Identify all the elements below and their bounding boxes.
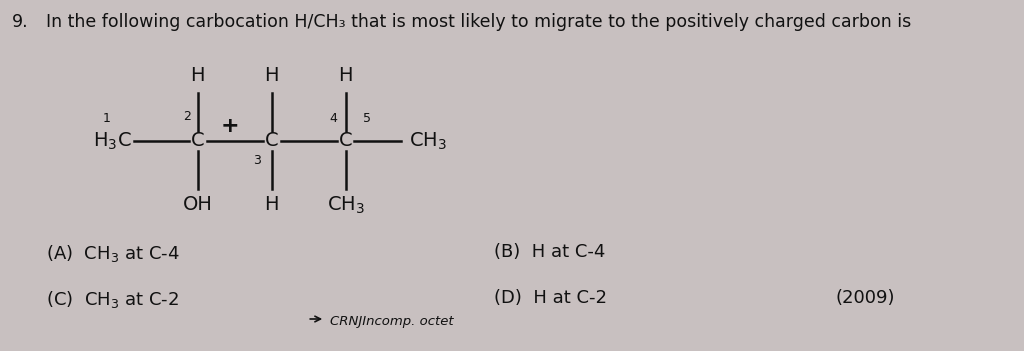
Text: 3: 3 [254,154,261,167]
Text: H: H [264,195,279,214]
Text: (A)  CH$_3$ at C-4: (A) CH$_3$ at C-4 [46,243,180,264]
Text: OH: OH [183,195,213,214]
Text: H: H [264,66,279,85]
Text: (2009): (2009) [836,289,895,307]
Text: 2: 2 [183,110,191,122]
Text: C: C [339,132,352,151]
Text: (C)  CH$_3$ at C-2: (C) CH$_3$ at C-2 [46,289,179,310]
Text: In the following carbocation H/CH₃ that is most likely to migrate to the positiv: In the following carbocation H/CH₃ that … [46,13,911,31]
Text: H: H [338,66,353,85]
Text: +: + [221,116,240,136]
Text: C: C [190,132,205,151]
Text: H$_3$C: H$_3$C [93,130,132,152]
Text: CRNJIncomp. octet: CRNJIncomp. octet [330,315,454,328]
Text: 5: 5 [362,113,371,126]
Text: 9.: 9. [11,13,29,31]
Text: (B)  H at C-4: (B) H at C-4 [495,243,606,261]
Text: 1: 1 [103,113,111,126]
Text: H: H [190,66,205,85]
Text: C: C [265,132,279,151]
Text: CH$_3$: CH$_3$ [327,195,365,216]
Text: (D)  H at C-2: (D) H at C-2 [495,289,607,307]
Text: 4: 4 [329,113,337,126]
Text: CH$_3$: CH$_3$ [409,130,446,152]
